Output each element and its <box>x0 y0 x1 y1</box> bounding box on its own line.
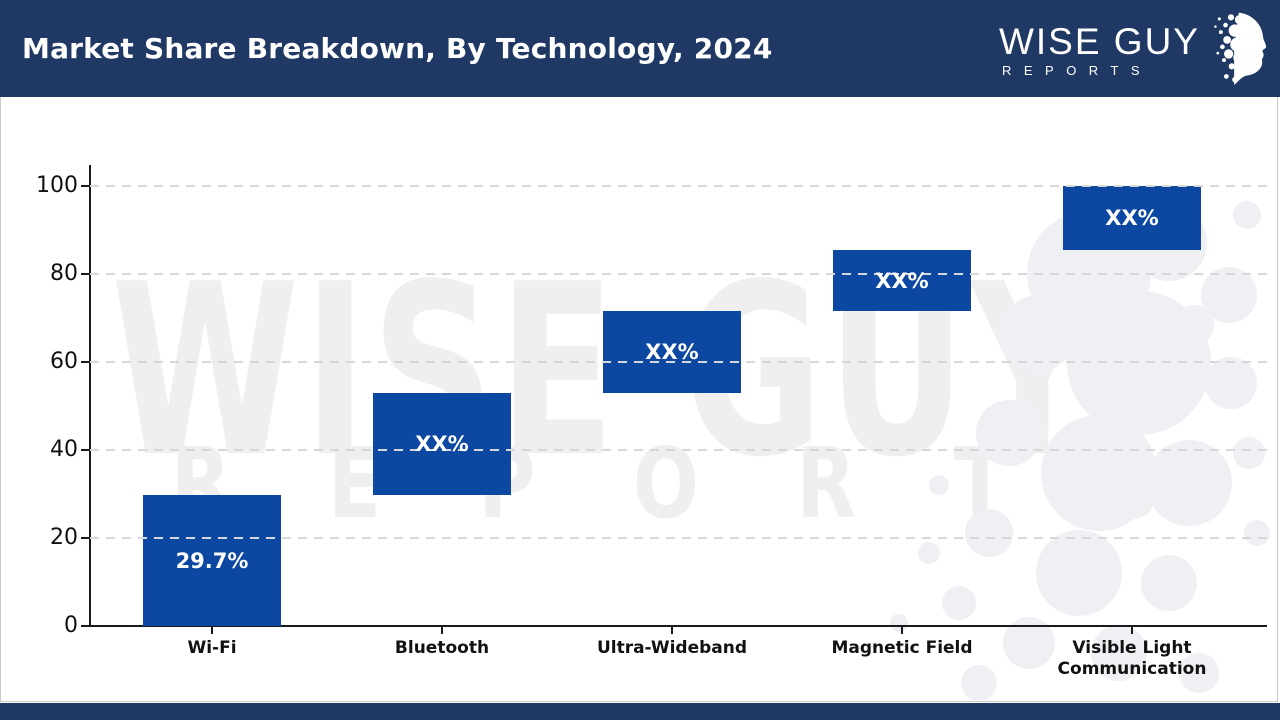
bar-value-label: XX% <box>415 432 469 457</box>
y-tick-label: 0 <box>64 613 78 638</box>
y-tick-mark <box>81 625 89 627</box>
gridline-40 <box>90 449 1267 451</box>
y-tick-mark <box>81 537 89 539</box>
x-category-label: Visible Light Communication <box>1057 638 1207 679</box>
y-tick-label: 60 <box>50 349 78 374</box>
x-axis-line <box>87 625 1267 627</box>
brand-logo: WISE GUY REPORTS <box>999 8 1270 92</box>
bar-value-label: XX% <box>1105 205 1159 230</box>
footer-bar <box>0 703 1280 720</box>
y-tick-mark <box>81 361 89 363</box>
bar-value-label: XX% <box>875 268 929 293</box>
y-tick-label: 20 <box>50 525 78 550</box>
bar-ultra-wideband <box>603 311 741 393</box>
bar-wi-fi <box>143 495 281 626</box>
x-tick-mark <box>441 627 443 634</box>
bar-magnetic-field <box>833 249 971 312</box>
x-category-label: Bluetooth <box>394 638 490 658</box>
watermark-face-icon <box>890 201 1270 700</box>
bar-value-label: 29.7% <box>175 548 249 573</box>
y-tick-mark <box>81 273 89 275</box>
brand-subname: REPORTS <box>1001 63 1153 78</box>
brand-face-icon <box>1214 12 1267 86</box>
y-tick-label: 80 <box>50 261 78 286</box>
bar-value-label: XX% <box>645 340 699 365</box>
y-tick-mark <box>81 449 89 451</box>
y-axis-line <box>89 165 91 627</box>
x-category-label: Ultra-Wideband <box>596 638 748 658</box>
gridline-100 <box>90 185 1267 187</box>
brand-name: WISE GUY <box>998 21 1200 62</box>
header: Market Share Breakdown, By Technology, 2… <box>0 0 1280 97</box>
y-tick-label: 40 <box>50 437 78 462</box>
bar-visible-light-communication <box>1063 186 1201 250</box>
brand-logo-text: WISE GUY REPORTS <box>999 23 1200 77</box>
x-tick-mark <box>671 627 673 634</box>
x-tick-mark <box>211 627 213 634</box>
plot-area: 0 20 40 60 80 100 29.7% XX% XX% XX% XX% Wi-Fi Blueto… <box>1 97 1277 701</box>
page-title: Market Share Breakdown, By Technology, 2… <box>22 32 773 65</box>
x-tick-mark <box>901 627 903 634</box>
gridline-60 <box>90 361 1267 363</box>
y-tick-mark <box>81 185 89 187</box>
gridline-20 <box>90 537 1267 539</box>
bar-bluetooth <box>373 392 511 496</box>
chart-panel: WISE GUY R E P O R T S 0 20 40 60 80 100 29.7%… <box>0 97 1278 702</box>
y-tick-label: 100 <box>36 173 78 198</box>
x-tick-mark <box>1131 627 1133 634</box>
gridline-80 <box>90 273 1267 275</box>
x-category-label: Magnetic Field <box>831 638 973 658</box>
x-category-label: Wi-Fi <box>187 638 237 658</box>
